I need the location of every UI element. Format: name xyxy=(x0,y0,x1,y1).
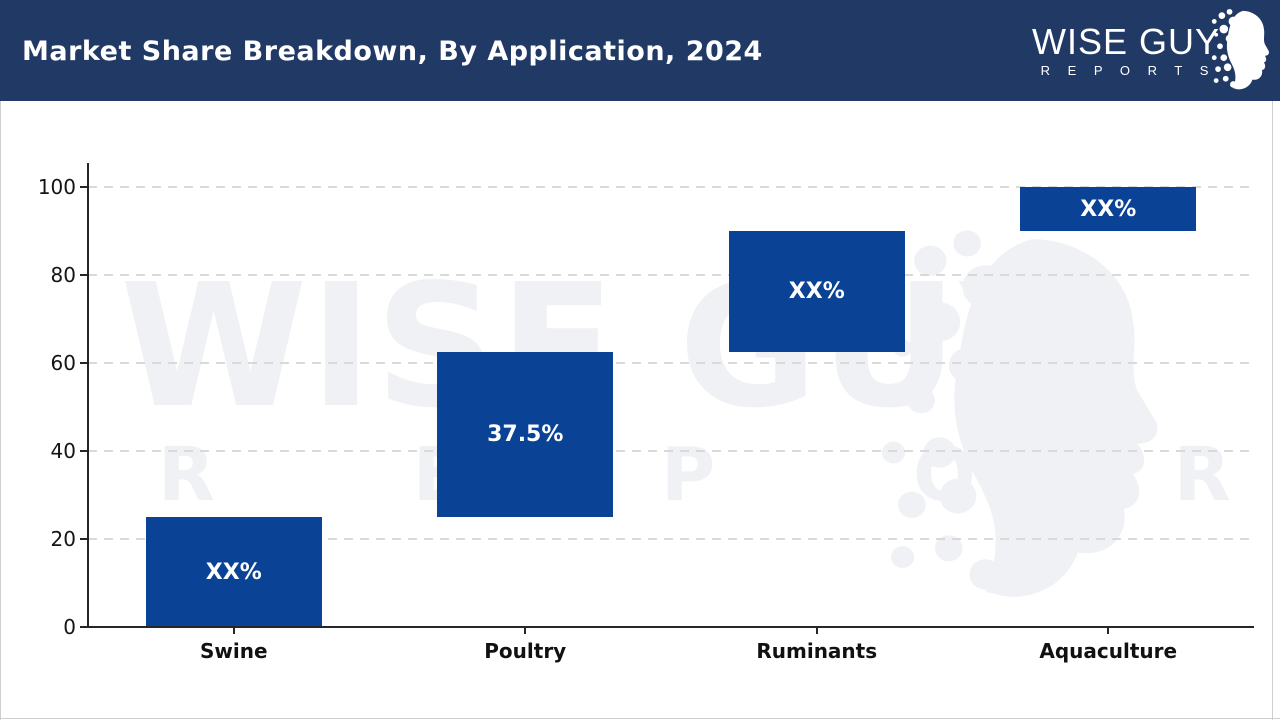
y-tick-0 xyxy=(80,626,87,628)
gridline-y20 xyxy=(88,538,1254,540)
y-tick-label-20: 20 xyxy=(50,527,76,551)
bar-value-label: XX% xyxy=(788,279,845,304)
page-border-right xyxy=(1272,101,1273,720)
category-label-swine: Swine xyxy=(199,639,268,663)
y-tick-80 xyxy=(80,274,87,276)
bar-aquaculture[interactable]: XX% xyxy=(1020,187,1197,231)
y-tick-60 xyxy=(80,362,87,364)
x-tick-aquaculture xyxy=(1107,628,1110,634)
category-label-poultry: Poultry xyxy=(484,639,567,663)
logo-head-profile-icon xyxy=(1211,8,1269,90)
y-tick-100 xyxy=(80,186,87,188)
y-tick-label-100: 100 xyxy=(37,175,76,199)
x-axis-line xyxy=(87,626,1254,628)
y-tick-label-40: 40 xyxy=(50,439,76,463)
bar-poultry[interactable]: 37.5% xyxy=(437,352,614,517)
bar-value-label: 37.5% xyxy=(487,422,564,447)
bar-value-label: XX% xyxy=(205,559,262,585)
y-axis-line xyxy=(87,163,89,628)
category-label-aquaculture: Aquaculture xyxy=(1039,639,1178,663)
logo-text: WISE GUY R E P O R T S xyxy=(1031,21,1220,79)
gridline-y80 xyxy=(88,274,1254,276)
wise-guy-reports-logo: WISE GUY R E P O R T S xyxy=(1032,6,1272,96)
chart-title: Market Share Breakdown, By Application, … xyxy=(22,36,763,67)
y-tick-label-60: 60 xyxy=(50,351,76,375)
page-border-left xyxy=(0,101,1,720)
category-label-ruminants: Ruminants xyxy=(756,639,878,663)
x-tick-poultry xyxy=(524,628,527,634)
bar-ruminants[interactable]: XX% xyxy=(728,231,905,352)
page-border-bottom xyxy=(0,718,1280,719)
logo-wordmark: WISE GUY xyxy=(1031,21,1220,62)
gridline-y60 xyxy=(88,362,1254,364)
bar-swine[interactable]: XX% xyxy=(145,517,322,627)
y-tick-40 xyxy=(80,450,87,452)
header-bar: Market Share Breakdown, By Application, … xyxy=(0,0,1280,101)
gridline-y40 xyxy=(88,450,1254,452)
bar-value-label: XX% xyxy=(1080,196,1137,222)
y-tick-label-80: 80 xyxy=(50,263,76,287)
logo-subtitle: R E P O R T S xyxy=(1040,63,1216,78)
y-tick-label-0: 0 xyxy=(63,615,76,639)
x-tick-ruminants xyxy=(815,628,818,634)
gridline-y100 xyxy=(88,186,1254,188)
y-tick-20 xyxy=(80,538,87,540)
watermark-head-profile xyxy=(881,230,1158,597)
x-tick-swine xyxy=(232,628,235,634)
